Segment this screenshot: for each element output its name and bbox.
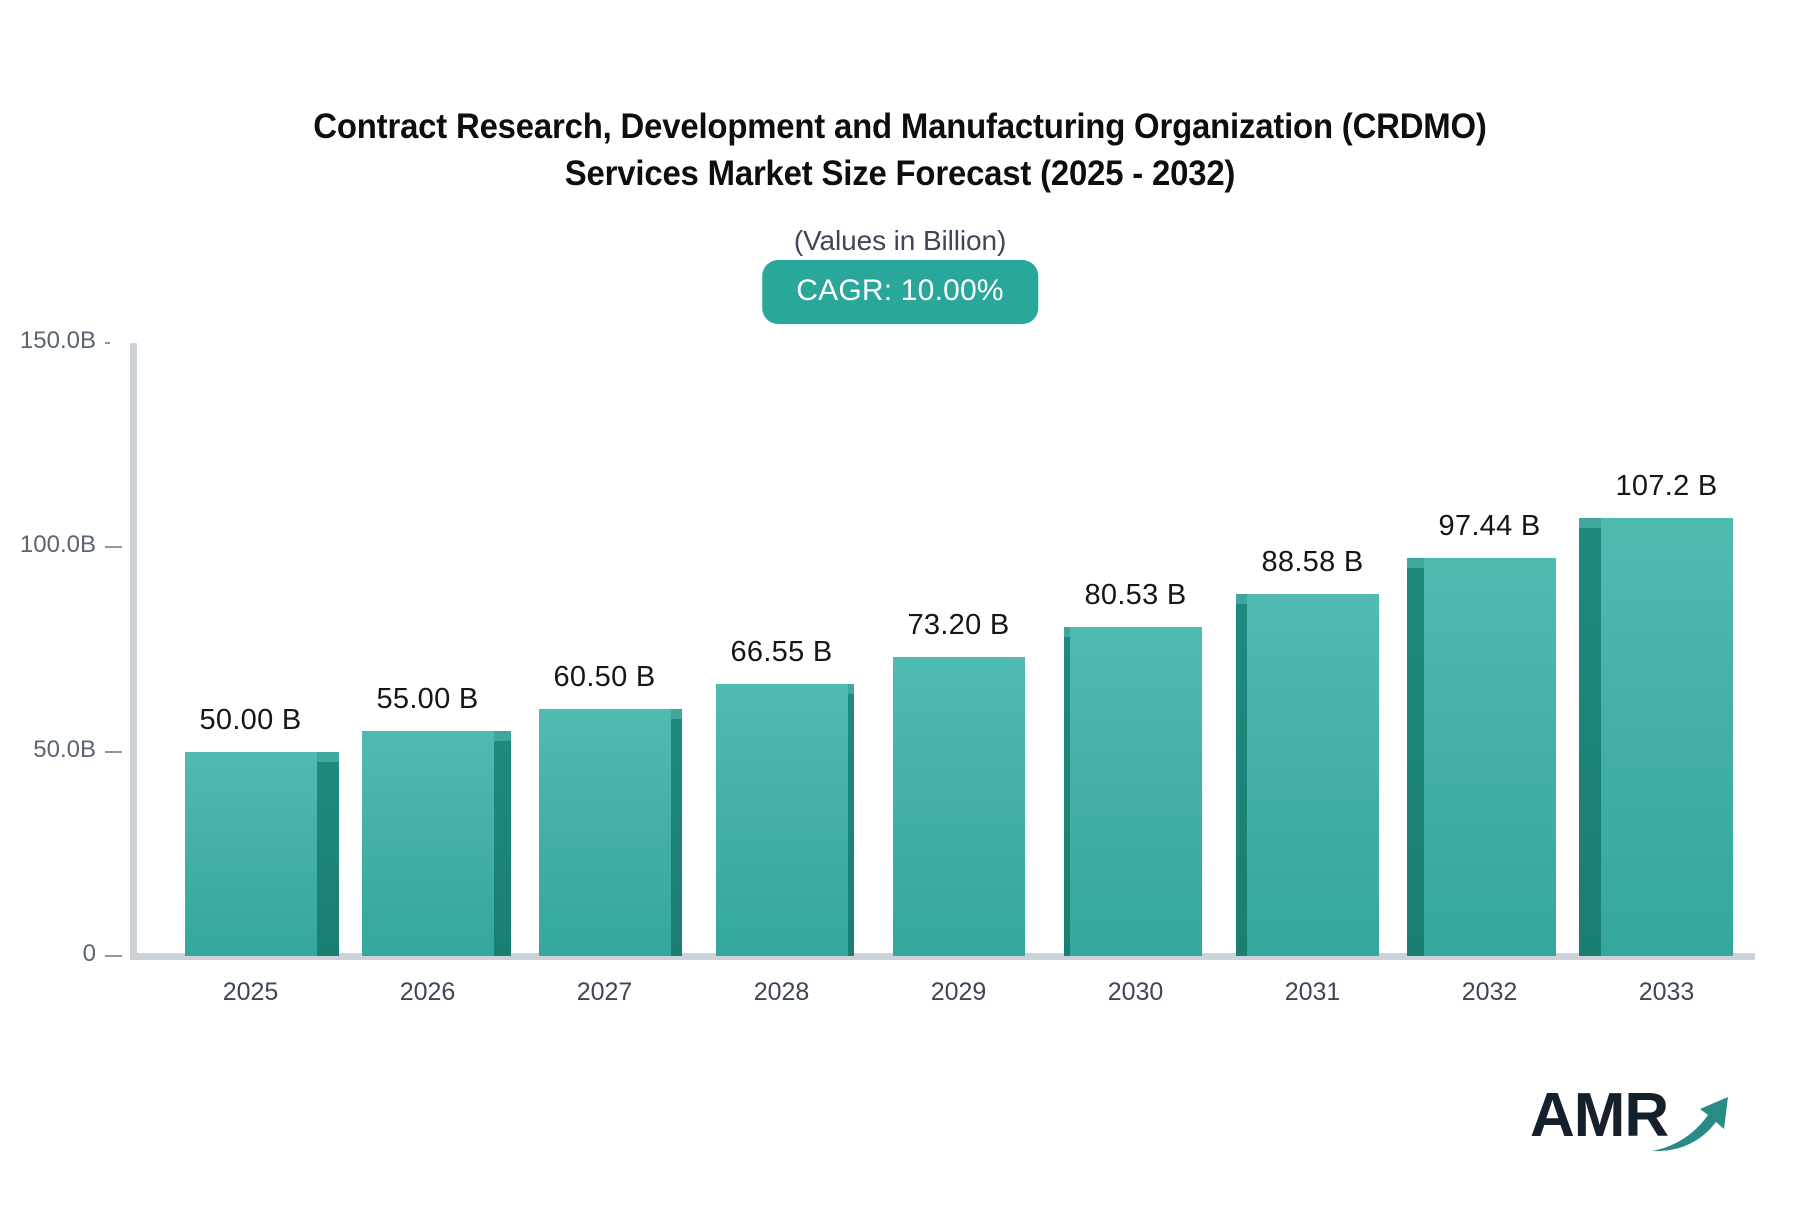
title-block: Contract Research, Development and Manuf…	[0, 104, 1800, 197]
bar-2031[interactable]	[1235, 594, 1379, 956]
y-axis-tick-label: 150.0B	[19, 327, 96, 354]
y-axis-tick-label: 100.0B	[19, 531, 96, 559]
bar-top-face	[1235, 594, 1247, 605]
y-axis-tick-mark	[105, 955, 122, 957]
x-axis-label-2025: 2025	[222, 978, 279, 1006]
bar-top-face	[1406, 557, 1424, 568]
bar-top-face	[316, 751, 339, 762]
bar-side-face	[316, 761, 339, 956]
bar-value-label: 60.50 B	[553, 660, 656, 693]
bar-side-face	[1063, 636, 1070, 956]
amr-logo: AMR	[1530, 1085, 1730, 1165]
bar-front-face	[538, 708, 671, 956]
bar-2032[interactable]	[1406, 557, 1556, 956]
x-axis-label-2027: 2027	[576, 978, 633, 1006]
bar-top-face	[670, 708, 682, 719]
bar-front-face	[184, 751, 317, 956]
bar-2030[interactable]	[1063, 626, 1202, 956]
x-axis-label-2031: 2031	[1284, 978, 1341, 1006]
bar-side-face	[1235, 604, 1247, 956]
bar-value-label: 55.00 B	[376, 683, 479, 716]
bar-front-face	[892, 656, 1025, 956]
bar-top-face	[493, 731, 511, 742]
bar-side-face	[1578, 527, 1601, 956]
bar-value-label: 66.55 B	[730, 636, 833, 669]
bar-2028[interactable]	[715, 684, 854, 956]
bar-front-face	[1069, 626, 1202, 956]
bar-side-face	[847, 694, 854, 956]
bar-side-face	[670, 718, 682, 956]
bar-top-face	[847, 684, 854, 695]
bar-value-label: 97.44 B	[1438, 509, 1541, 542]
bar-front-face	[1600, 517, 1733, 956]
page-title-line-1: Contract Research, Development and Manuf…	[313, 107, 1487, 146]
y-axis-tick-mark	[105, 546, 122, 549]
page-title: Contract Research, Development and Manuf…	[54, 104, 1746, 197]
x-axis-label-2032: 2032	[1461, 978, 1518, 1006]
y-axis-tick-mark	[105, 342, 110, 344]
x-axis-label-2033: 2033	[1638, 978, 1695, 1006]
bar-top-face	[1063, 626, 1070, 637]
x-axis-label-2026: 2026	[399, 978, 456, 1006]
bar-side-face	[1406, 567, 1424, 956]
growth-arrow-icon	[1652, 1097, 1728, 1152]
bar-2033[interactable]	[1578, 517, 1733, 956]
bar-side-face	[493, 741, 511, 956]
y-axis-tick-mark	[105, 750, 122, 753]
bar-value-label: 88.58 B	[1261, 546, 1364, 578]
x-axis-label-2028: 2028	[753, 978, 810, 1006]
bar-front-face	[1423, 557, 1556, 956]
bar-2027[interactable]	[538, 708, 682, 956]
x-axis-label-2030: 2030	[1107, 978, 1164, 1006]
bar-value-label: 50.00 B	[199, 703, 302, 736]
bar-front-face	[715, 684, 848, 956]
bar-front-face	[361, 731, 494, 956]
bar-front-face	[1246, 594, 1379, 956]
page-title-line-2: Services Market Size Forecast (2025 - 20…	[564, 153, 1236, 193]
bar-value-label: 73.20 B	[907, 608, 1010, 641]
x-axis-line	[130, 953, 1755, 960]
y-axis-tick-label: 0	[82, 940, 96, 967]
bar-2025[interactable]	[184, 751, 339, 956]
y-axis-tick-label: 50.0B	[33, 735, 96, 763]
bar-value-label: 107.2 B	[1615, 469, 1718, 502]
bar-top-face	[1578, 517, 1601, 528]
cagr-badge: CAGR: 10.00%	[762, 260, 1038, 324]
chart-subtitle: (Values in Billion)	[793, 225, 1007, 256]
amr-logo-text: AMR	[1530, 1081, 1669, 1150]
bar-2026[interactable]	[361, 731, 511, 956]
bar-value-label: 80.53 B	[1084, 578, 1187, 611]
bar-2029[interactable]	[892, 656, 1025, 956]
x-axis-label-2029: 2029	[930, 978, 987, 1006]
y-axis-line	[130, 343, 137, 956]
